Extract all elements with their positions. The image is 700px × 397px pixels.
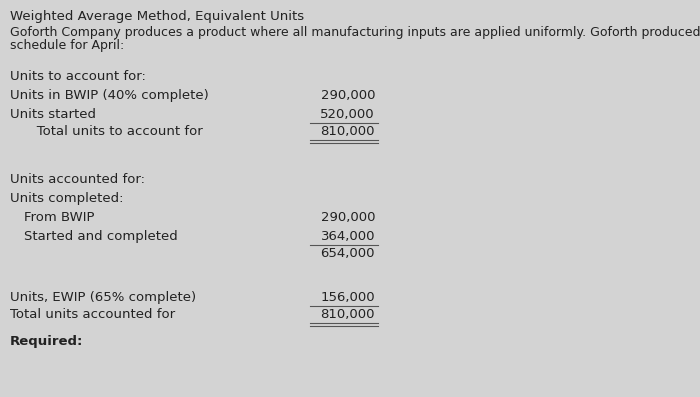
Text: Total units accounted for: Total units accounted for <box>10 308 175 321</box>
Text: Units started: Units started <box>10 108 96 121</box>
Text: 810,000: 810,000 <box>321 125 375 138</box>
Text: Units to account for:: Units to account for: <box>10 70 146 83</box>
Text: Total units to account for: Total units to account for <box>24 125 203 138</box>
Text: Goforth Company produces a product where all manufacturing inputs are applied un: Goforth Company produces a product where… <box>10 26 700 39</box>
Text: 520,000: 520,000 <box>321 108 375 121</box>
Text: From BWIP: From BWIP <box>24 211 94 224</box>
Text: Required:: Required: <box>10 335 83 348</box>
Text: Units accounted for:: Units accounted for: <box>10 173 145 186</box>
Text: 654,000: 654,000 <box>321 247 375 260</box>
Text: Units, EWIP (65% complete): Units, EWIP (65% complete) <box>10 291 196 304</box>
Text: 290,000: 290,000 <box>321 211 375 224</box>
Text: Weighted Average Method, Equivalent Units: Weighted Average Method, Equivalent Unit… <box>10 10 304 23</box>
Text: schedule for April:: schedule for April: <box>10 39 125 52</box>
Text: Units in BWIP (40% complete): Units in BWIP (40% complete) <box>10 89 209 102</box>
Text: 364,000: 364,000 <box>321 230 375 243</box>
Text: Started and completed: Started and completed <box>24 230 178 243</box>
Text: 156,000: 156,000 <box>321 291 375 304</box>
Text: 290,000: 290,000 <box>321 89 375 102</box>
Text: 810,000: 810,000 <box>321 308 375 321</box>
Text: Units completed:: Units completed: <box>10 192 123 205</box>
